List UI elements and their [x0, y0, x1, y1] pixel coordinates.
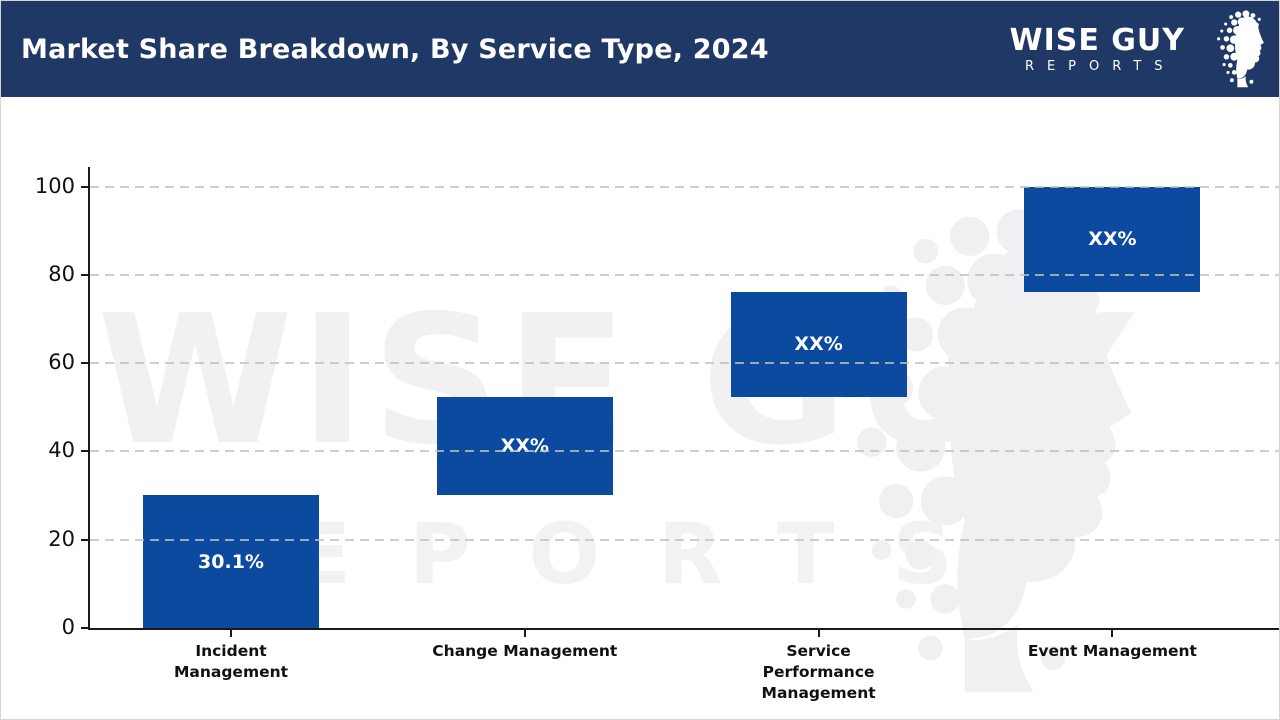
y-tick-mark: [81, 538, 88, 541]
x-tick-label-line: Performance: [762, 662, 875, 681]
bar-4: XX%: [1024, 186, 1201, 292]
gridline-20: [90, 538, 1279, 541]
page-title: Market Share Breakdown, By Service Type,…: [21, 33, 769, 65]
x-tick-label-line: Event Management: [1027, 642, 1197, 660]
x-tick-label-line: Incident: [195, 642, 267, 660]
x-tick-mark: [1111, 630, 1114, 637]
logo-subtitle: REPORTS: [1024, 58, 1176, 74]
bar-2: XX%: [436, 397, 613, 496]
y-tick-label: 80: [48, 261, 75, 286]
wiseguy-logo: WISE GUY REPORTS: [1009, 6, 1267, 92]
x-tick-mark: [817, 630, 820, 637]
y-tick-mark: [81, 627, 88, 629]
x-tick-label-line: Management: [173, 662, 289, 681]
bar-1: 30.1%: [143, 495, 319, 628]
x-tick-label: Incident Management: [101, 641, 361, 683]
gridline-60: [90, 362, 1279, 365]
chart-area: WISE GUY REPORTS 30.1% Incident Management…: [1, 97, 1279, 719]
y-tick-label: 0: [61, 615, 75, 639]
x-tick-mark: [523, 630, 526, 637]
bar-value-label: XX%: [1088, 228, 1137, 251]
x-tick-mark: [230, 630, 232, 637]
logo-wordmark: WISE GUY: [1009, 22, 1185, 58]
x-tick-label-line: Change Management: [432, 642, 618, 660]
gridline-40: [90, 450, 1279, 453]
x-tick-label: Change Management: [395, 641, 655, 662]
bar-3: XX%: [730, 291, 907, 398]
logo-text: WISE GUY REPORTS: [1009, 22, 1185, 74]
bar-value-label: 30.1%: [198, 550, 264, 573]
gridline-100: [90, 185, 1279, 188]
y-tick-label: 100: [34, 173, 75, 198]
x-tick-label: Service Performance Management: [689, 641, 949, 704]
y-axis-line: [88, 166, 90, 630]
header-bar: Market Share Breakdown, By Service Type,…: [1, 1, 1279, 97]
y-tick-mark: [81, 185, 88, 188]
y-tick-label: 40: [48, 438, 75, 463]
x-axis-line: [88, 628, 1279, 630]
gridline-80: [90, 273, 1279, 276]
x-tick-label-line: Management: [761, 683, 876, 702]
y-tick-mark: [81, 450, 88, 453]
x-tick-label-line: Service: [786, 642, 851, 660]
y-tick-label: 20: [48, 526, 75, 551]
y-tick-mark: [81, 362, 88, 365]
y-tick-mark: [81, 273, 88, 276]
bar-value-label: XX%: [500, 435, 549, 458]
bar-value-label: XX%: [794, 333, 843, 356]
head-silhouette-icon: [1217, 10, 1264, 88]
x-tick-label: Event Management: [982, 641, 1242, 662]
y-tick-label: 60: [48, 350, 75, 375]
